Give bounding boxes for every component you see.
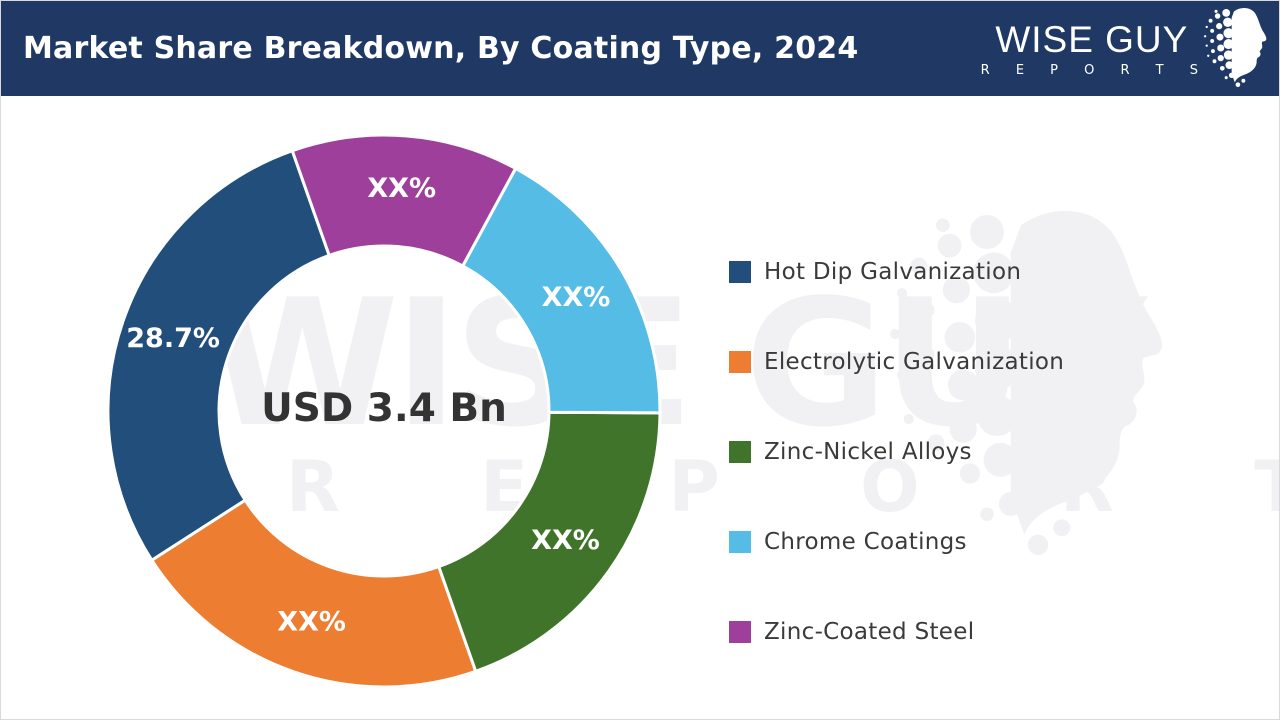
legend-item-zinc-nickel-alloys: Zinc-Nickel Alloys — [729, 407, 1064, 497]
donut-segment-hot-dip-galvanization — [106, 149, 331, 562]
segment-value-label: XX% — [367, 173, 436, 204]
legend-item-electrolytic-galvanization: Electrolytic Galvanization — [729, 317, 1064, 407]
legend-swatch — [729, 531, 751, 553]
legend-item-zinc-coated-steel: Zinc-Coated Steel — [729, 587, 1064, 677]
page-title: Market Share Breakdown, By Coating Type,… — [23, 31, 859, 66]
segment-value-label: XX% — [277, 606, 346, 637]
wise-guy-logo: WISE GUY R E P O R T S — [975, 5, 1273, 91]
legend-label: Zinc-Nickel Alloys — [764, 439, 972, 465]
logo-subtitle: R E P O R T S — [980, 62, 1209, 78]
donut-chart: 28.7% XX% XX% XX% XX% — [106, 133, 662, 689]
segment-value-label: XX% — [542, 282, 611, 313]
legend-swatch — [729, 441, 751, 463]
legend-item-chrome-coatings: Chrome Coatings — [729, 497, 1064, 587]
donut-segment-chrome-coatings — [461, 166, 662, 415]
logo-wordmark: WISE GUY — [995, 18, 1189, 60]
legend-label: Hot Dip Galvanization — [764, 259, 1022, 285]
segment-value-label: 28.7% — [126, 323, 220, 354]
donut-segment-electrolytic-galvanization — [150, 498, 478, 689]
logo-text: WISE GUY R E P O R T S — [975, 19, 1209, 78]
legend-swatch — [729, 351, 751, 373]
donut-segment-zinc-nickel-alloys — [437, 410, 662, 673]
legend-swatch — [729, 621, 751, 643]
segment-value-label: XX% — [531, 525, 600, 556]
legend-label: Zinc-Coated Steel — [764, 619, 975, 645]
legend-swatch — [729, 261, 751, 283]
header: Market Share Breakdown, By Coating Type,… — [1, 1, 1279, 96]
chart-legend: Hot Dip Galvanization Electrolytic Galvan… — [729, 227, 1064, 677]
donut-segment-zinc-coated-steel — [290, 133, 518, 268]
legend-item-hot-dip-galvanization: Hot Dip Galvanization — [729, 227, 1064, 317]
chart-center-value: USD 3.4 Bn — [261, 386, 507, 431]
legend-label: Chrome Coatings — [764, 529, 967, 555]
legend-label: Electrolytic Galvanization — [764, 349, 1065, 375]
